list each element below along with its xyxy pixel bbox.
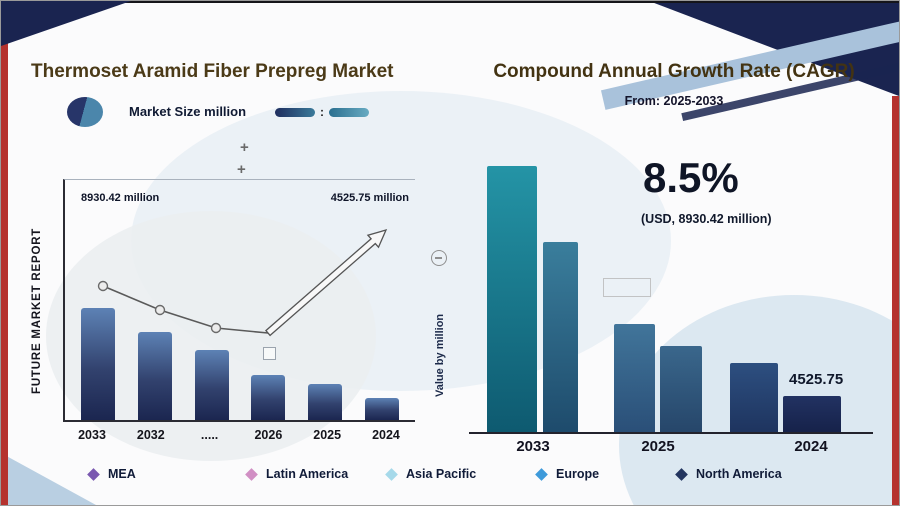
x-label: 2025	[313, 428, 342, 442]
legend-diamond	[535, 467, 548, 481]
left-bars	[65, 308, 415, 420]
square-outline-decor	[263, 347, 276, 360]
legend-label: North America	[696, 467, 782, 481]
legend-label: Asia Pacific	[406, 467, 477, 481]
right-bars	[469, 166, 873, 432]
top-border-line	[1, 1, 899, 3]
right-bar	[660, 346, 702, 432]
trend-marker	[97, 280, 109, 292]
rectangle-outline-decor	[603, 278, 651, 297]
legend-item-mea: MEA	[87, 467, 136, 481]
x-label: 2032	[136, 428, 165, 442]
legend-item-north-america: North America	[675, 467, 782, 481]
circle-minus-icon	[431, 250, 447, 266]
market-size-legend-label: Market Size million	[129, 104, 247, 119]
legend-diamond	[385, 467, 398, 481]
right-red-accent-bar	[892, 96, 899, 505]
x-label: .....	[200, 428, 219, 442]
region-legend: MEA Latin America Asia Pacific Europe No…	[1, 467, 899, 493]
trend-marker	[210, 322, 222, 334]
future-market-report-watermark: FUTURE MARKET REPORT	[31, 227, 43, 395]
legend-label: Europe	[556, 467, 600, 481]
trend-marker	[154, 304, 166, 316]
start-value-annotation: 8930.42 million	[81, 192, 160, 204]
plus-icon: +	[237, 161, 246, 178]
top-left-corner-shape	[1, 1, 131, 46]
left-chart-title: Thermoset Aramid Fiber Prepreg Market	[31, 61, 394, 82]
left-bar	[364, 398, 399, 420]
legend-item-europe: Europe	[535, 467, 600, 481]
value-axis-label: Value by million	[434, 313, 446, 397]
x-label: 2024	[794, 438, 828, 455]
x-label: 2026	[254, 428, 283, 442]
left-bar	[308, 384, 343, 420]
right-bar	[730, 363, 778, 432]
legend-pill-teal	[329, 107, 369, 117]
left-bar	[81, 308, 115, 420]
market-size-sphere-icon	[67, 97, 103, 127]
left-chart-frame: 8930.42 million 4525.75 million	[63, 179, 415, 422]
bar-value-label: 4525.75	[789, 371, 844, 388]
legend-pills: :	[275, 105, 369, 119]
x-label: 2024	[372, 428, 400, 442]
trend-line	[97, 228, 388, 337]
right-chart-subtitle: From: 2025-2033	[624, 94, 724, 108]
legend-pill-separator: :	[320, 105, 324, 119]
cagr-value: 8.5%	[643, 154, 739, 201]
plus-icon: +	[240, 139, 249, 156]
left-bar	[137, 332, 172, 420]
left-x-axis-labels: 2033 2032 ..... 2026 2025 2024	[63, 428, 415, 442]
legend-diamond	[87, 467, 100, 481]
x-label: 2033	[516, 438, 550, 455]
legend-item-latin-america: Latin America	[245, 467, 349, 481]
x-label: 2033	[78, 428, 106, 442]
legend-diamond	[675, 467, 688, 481]
growth-arrow-icon	[264, 228, 388, 337]
right-bar	[543, 242, 578, 432]
legend-item-asia-pacific: Asia Pacific	[385, 467, 477, 481]
right-chart-title: Compound Annual Growth Rate (CAGR)	[493, 61, 855, 82]
left-bar	[194, 350, 229, 420]
right-x-axis-line	[469, 432, 873, 434]
cagr-detail: (USD, 8930.42 million)	[641, 212, 772, 226]
legend-diamond	[245, 467, 258, 481]
legend-label: Latin America	[266, 467, 349, 481]
legend-pill-dark	[275, 107, 315, 117]
right-bar	[783, 396, 841, 432]
left-bar	[251, 375, 286, 420]
legend-label: MEA	[108, 467, 136, 481]
right-bar	[614, 324, 655, 432]
right-bar	[487, 166, 537, 432]
x-label: 2025	[641, 438, 675, 455]
left-red-accent-bar	[1, 13, 8, 505]
end-value-annotation: 4525.75 million	[330, 192, 409, 204]
